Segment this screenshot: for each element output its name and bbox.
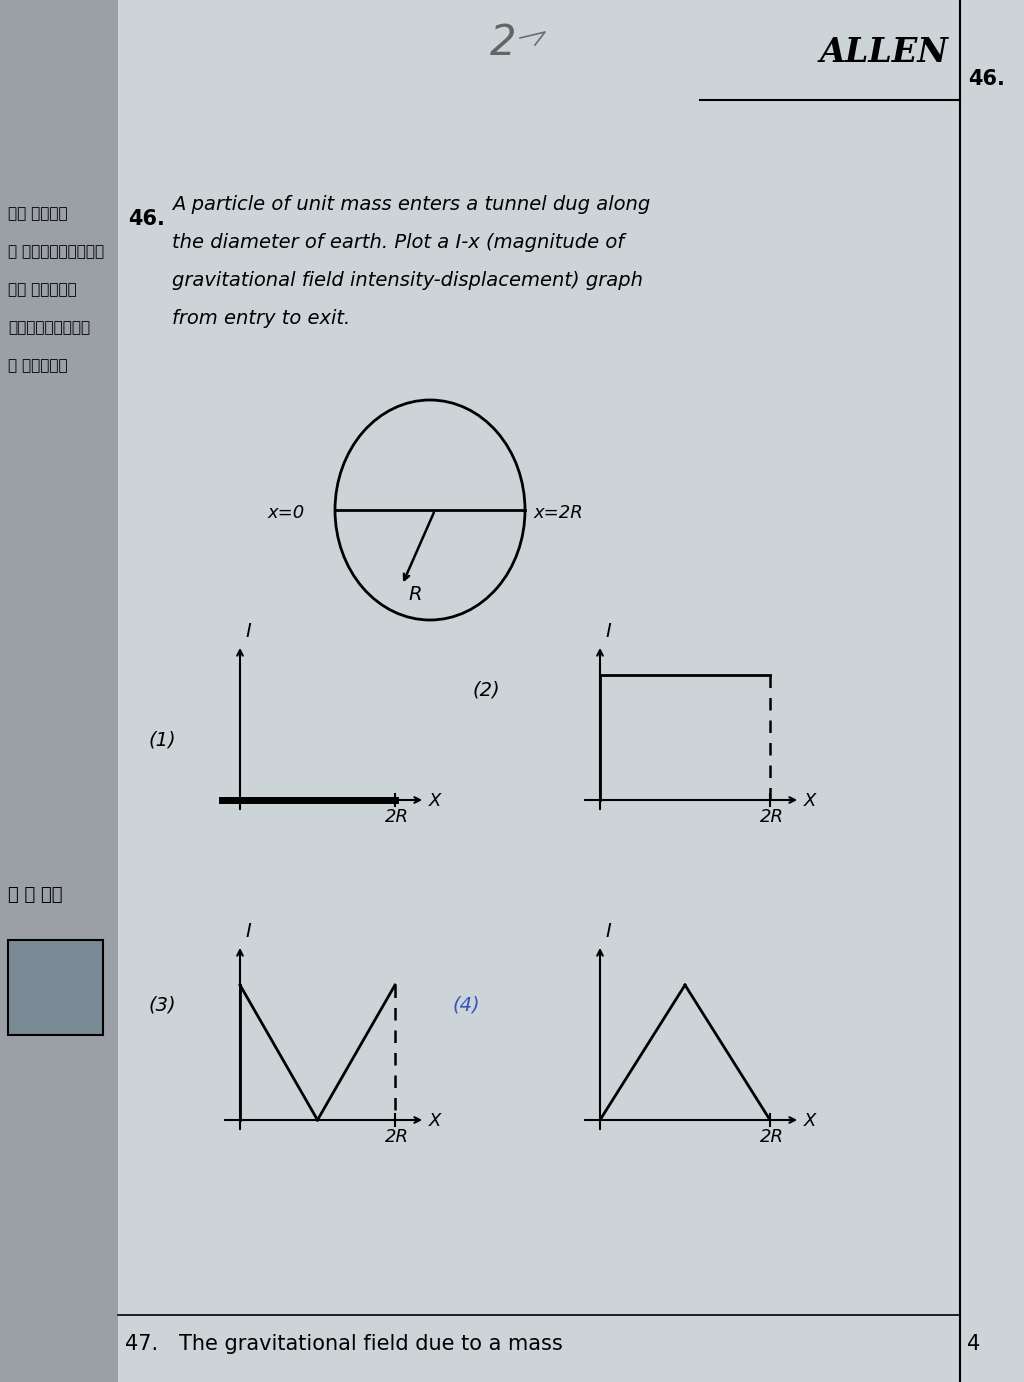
Text: I: I xyxy=(605,922,610,941)
Text: A particle of unit mass enters a tunnel dug along: A particle of unit mass enters a tunnel … xyxy=(172,195,650,214)
Text: the diameter of earth. Plot a I-x (magnitude of: the diameter of earth. Plot a I-x (magni… xyxy=(172,234,624,252)
Text: X: X xyxy=(804,1113,816,1130)
Text: एक समान: एक समान xyxy=(8,206,68,221)
Text: 2R: 2R xyxy=(760,1128,784,1146)
Text: x=2R: x=2R xyxy=(534,504,583,522)
Text: (3): (3) xyxy=(148,995,176,1014)
Text: ी न हो: ी न हो xyxy=(8,886,62,904)
Text: from entry to exit.: from entry to exit. xyxy=(172,310,350,328)
Text: उर्ध्वाधर: उर्ध्वाधर xyxy=(8,321,90,334)
Text: X: X xyxy=(804,792,816,810)
Bar xyxy=(961,0,1024,1382)
Text: 2: 2 xyxy=(490,22,516,64)
Text: (2): (2) xyxy=(472,680,500,699)
Bar xyxy=(8,940,103,1035)
Bar xyxy=(118,0,988,1382)
Text: I: I xyxy=(605,622,610,641)
Text: X: X xyxy=(429,1113,441,1130)
Text: 2R: 2R xyxy=(760,808,784,826)
Bar xyxy=(0,0,118,1382)
Text: gravitational field intensity-displacement) graph: gravitational field intensity-displaceme… xyxy=(172,271,643,290)
Text: 2R: 2R xyxy=(385,808,409,826)
Text: I: I xyxy=(245,622,251,641)
Text: x=0: x=0 xyxy=(267,504,304,522)
Text: X: X xyxy=(429,792,441,810)
Text: (1): (1) xyxy=(148,730,176,749)
Text: ALLEN: ALLEN xyxy=(820,36,949,69)
Text: I: I xyxy=(245,922,251,941)
Text: 2R: 2R xyxy=(385,1128,409,1146)
Text: 46.: 46. xyxy=(968,69,1005,88)
Text: 4: 4 xyxy=(967,1334,980,1354)
Text: ण बनाती: ण बनाती xyxy=(8,358,68,373)
Text: क उर्ध्वाधर: क उर्ध्वाधर xyxy=(8,245,104,258)
Text: 46.: 46. xyxy=(128,209,165,229)
Text: R: R xyxy=(408,585,422,604)
Text: 47. The gravitational field due to a mass: 47. The gravitational field due to a mas… xyxy=(125,1334,563,1354)
Text: का घर्षण: का घर्षण xyxy=(8,282,77,297)
Text: (4): (4) xyxy=(453,995,480,1014)
